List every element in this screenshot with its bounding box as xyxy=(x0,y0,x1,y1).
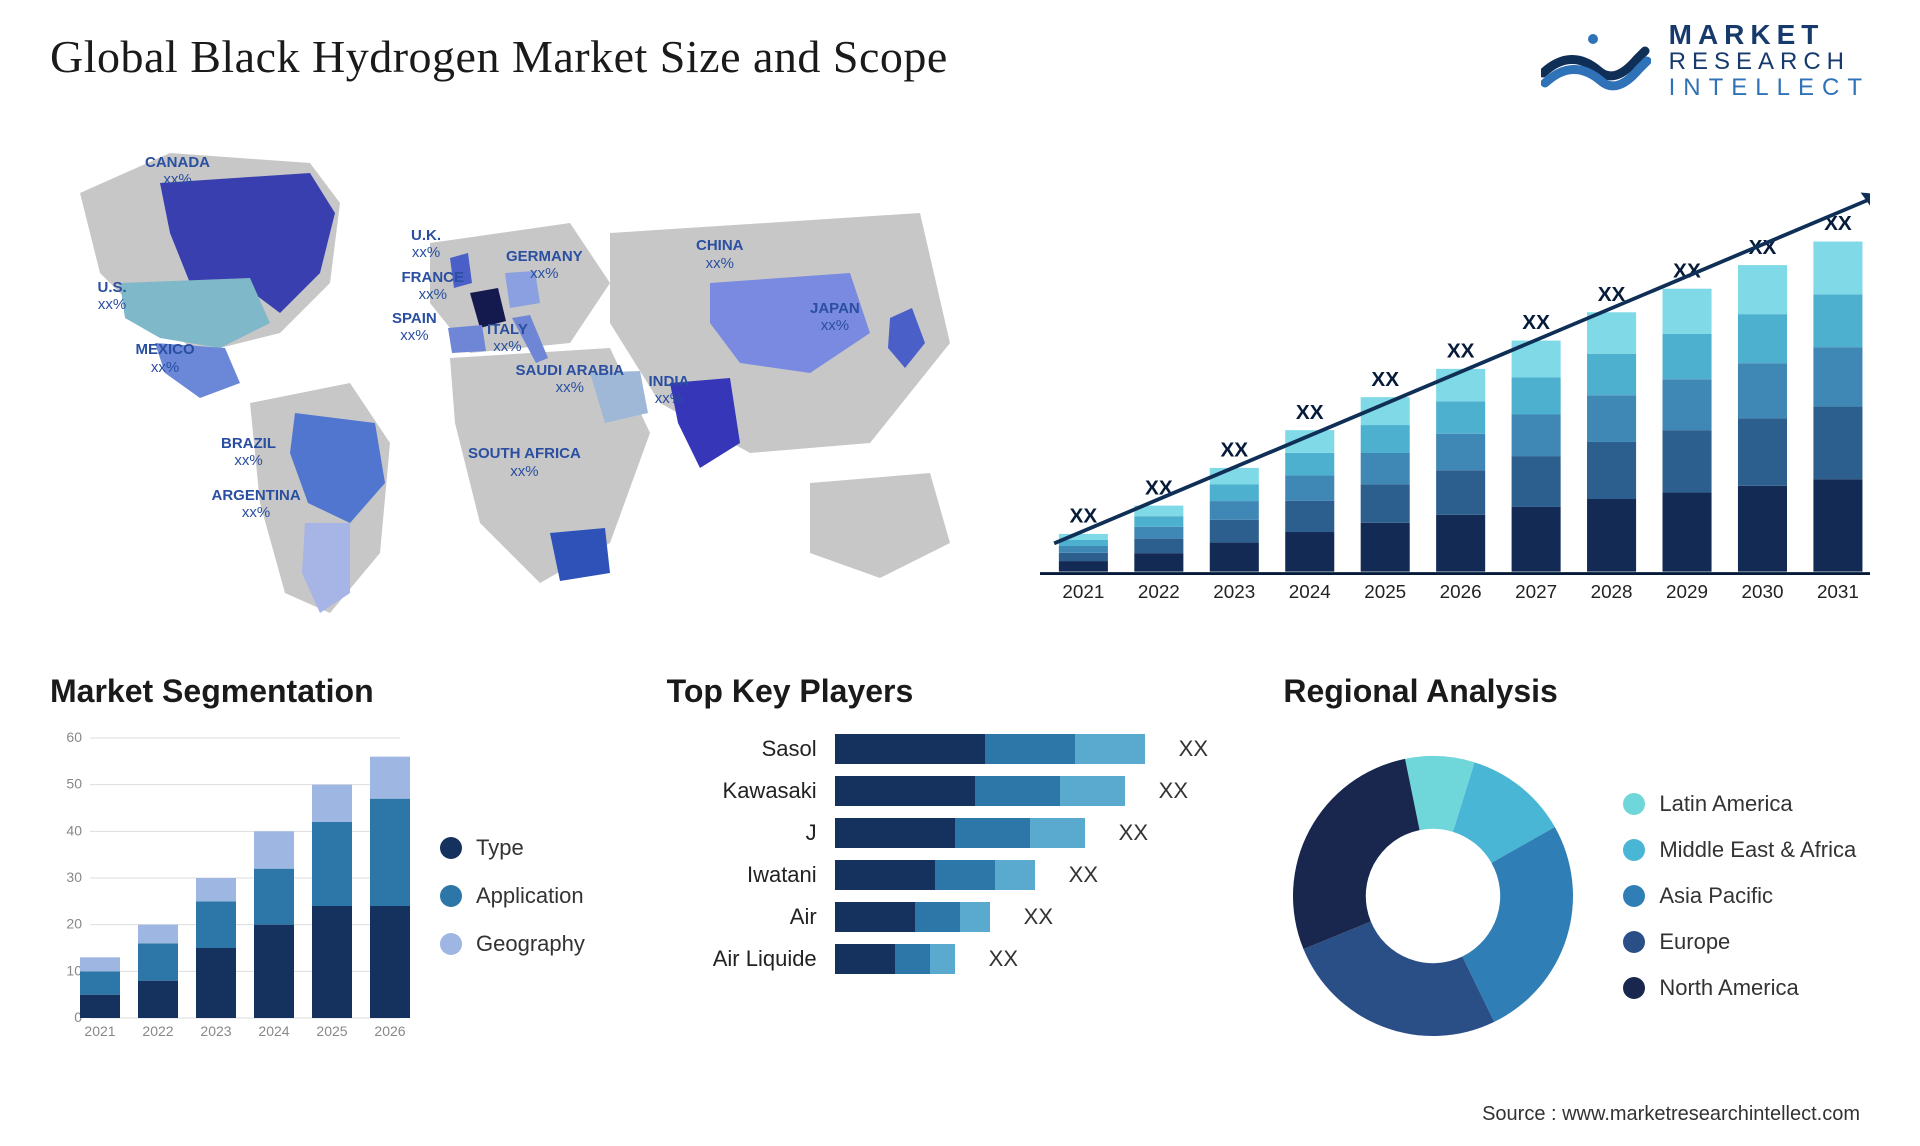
svg-text:2026: 2026 xyxy=(374,1023,405,1039)
svg-text:10: 10 xyxy=(66,962,82,978)
tkp-row: Sasol XX xyxy=(667,734,1254,764)
seg-legend-item: Application xyxy=(440,883,585,909)
tkp-value: XX xyxy=(1069,862,1098,888)
segmentation-legend: Type Application Geography xyxy=(440,728,585,1063)
brand-logo: MARKET RESEARCH INTELLECT xyxy=(1541,20,1870,100)
svg-text:XX: XX xyxy=(1220,439,1248,462)
tkp-row: Air XX xyxy=(667,902,1254,932)
tkp-name: Kawasaki xyxy=(667,778,817,804)
tkp-name: Iwatani xyxy=(667,862,817,888)
svg-text:XX: XX xyxy=(1070,505,1098,528)
map-label-germany: GERMANYxx% xyxy=(506,248,583,283)
ra-legend-item: Europe xyxy=(1623,929,1856,955)
growth-chart-panel: XX2021XX2022XX2023XX2024XX2025XX2026XX20… xyxy=(1040,123,1870,643)
ra-legend-item: Asia Pacific xyxy=(1623,883,1856,909)
tkp-heading: Top Key Players xyxy=(667,673,1254,710)
seg-legend-item: Geography xyxy=(440,931,585,957)
svg-text:2022: 2022 xyxy=(1138,581,1180,602)
svg-text:XX: XX xyxy=(1371,368,1399,391)
tkp-bar xyxy=(835,944,955,974)
svg-text:2024: 2024 xyxy=(1289,581,1331,602)
map-label-india: INDIAxx% xyxy=(649,373,690,408)
svg-text:2029: 2029 xyxy=(1666,581,1708,602)
tkp-value: XX xyxy=(989,946,1018,972)
tkp-name: Air Liquide xyxy=(667,946,817,972)
map-label-u-s-: U.S.xx% xyxy=(98,279,127,314)
tkp-bar xyxy=(835,818,1085,848)
map-label-u-k-: U.K.xx% xyxy=(411,227,441,262)
tkp-row: Iwatani XX xyxy=(667,860,1254,890)
svg-text:2026: 2026 xyxy=(1440,581,1482,602)
svg-text:XX: XX xyxy=(1447,340,1475,363)
svg-text:20: 20 xyxy=(66,916,82,932)
tkp-value: XX xyxy=(1179,736,1208,762)
segmentation-panel: Market Segmentation 01020304050602021202… xyxy=(50,673,637,1063)
svg-text:2025: 2025 xyxy=(1364,581,1406,602)
logo-text-3: INTELLECT xyxy=(1669,75,1870,100)
svg-text:2023: 2023 xyxy=(200,1023,231,1039)
ra-legend-item: Middle East & Africa xyxy=(1623,837,1856,863)
regional-legend: Latin America Middle East & Africa Asia Pa… xyxy=(1623,791,1856,1001)
map-label-brazil: BRAZILxx% xyxy=(221,435,276,470)
svg-text:30: 30 xyxy=(66,869,82,885)
svg-text:2028: 2028 xyxy=(1591,581,1633,602)
seg-legend-item: Type xyxy=(440,835,585,861)
segmentation-bar-chart: 0102030405060202120222023202420252026 xyxy=(50,728,410,1048)
tkp-row: Kawasaki XX xyxy=(667,776,1254,806)
map-label-china: CHINAxx% xyxy=(696,237,744,272)
tkp-row: Air Liquide XX xyxy=(667,944,1254,974)
tkp-row: J XX xyxy=(667,818,1254,848)
svg-text:40: 40 xyxy=(66,822,82,838)
tkp-bar xyxy=(835,860,1035,890)
map-label-saudi-arabia: SAUDI ARABIAxx% xyxy=(516,362,625,397)
tkp-chart: SasolXXKawasakiXXJXXIwataniXXAirXXAir Li… xyxy=(667,728,1254,974)
tkp-bar xyxy=(835,776,1125,806)
map-label-canada: CANADAxx% xyxy=(145,154,210,189)
regional-donut-chart xyxy=(1283,746,1583,1046)
svg-text:2031: 2031 xyxy=(1817,581,1859,602)
svg-text:2030: 2030 xyxy=(1741,581,1783,602)
svg-text:2024: 2024 xyxy=(258,1023,289,1039)
ra-legend-item: North America xyxy=(1623,975,1856,1001)
svg-text:2023: 2023 xyxy=(1213,581,1255,602)
ra-heading: Regional Analysis xyxy=(1283,673,1870,710)
map-label-south-africa: SOUTH AFRICAxx% xyxy=(468,445,581,480)
svg-text:2021: 2021 xyxy=(84,1023,115,1039)
svg-text:2021: 2021 xyxy=(1062,581,1104,602)
tkp-value: XX xyxy=(1119,820,1148,846)
tkp-value: XX xyxy=(1159,778,1188,804)
logo-swoosh-icon xyxy=(1541,25,1651,95)
map-label-japan: JAPANxx% xyxy=(810,300,860,335)
tkp-name: Sasol xyxy=(667,736,817,762)
svg-text:50: 50 xyxy=(66,776,82,792)
svg-text:60: 60 xyxy=(66,729,82,745)
tkp-name: Air xyxy=(667,904,817,930)
source-attribution: Source : www.marketresearchintellect.com xyxy=(1482,1103,1860,1126)
map-label-france: FRANCExx% xyxy=(402,269,465,304)
map-label-italy: ITALYxx% xyxy=(487,321,528,356)
svg-text:XX: XX xyxy=(1522,311,1550,334)
map-label-spain: SPAINxx% xyxy=(392,310,437,345)
svg-text:2025: 2025 xyxy=(316,1023,347,1039)
ra-legend-item: Latin America xyxy=(1623,791,1856,817)
regional-analysis-panel: Regional Analysis Latin America Middle Ea… xyxy=(1283,673,1870,1063)
logo-text-1: MARKET xyxy=(1669,20,1870,49)
svg-text:2022: 2022 xyxy=(142,1023,173,1039)
growth-bar-chart: XX2021XX2022XX2023XX2024XX2025XX2026XX20… xyxy=(1040,123,1870,643)
tkp-name: J xyxy=(667,820,817,846)
map-label-argentina: ARGENTINAxx% xyxy=(212,487,301,522)
svg-text:2027: 2027 xyxy=(1515,581,1557,602)
svg-text:XX: XX xyxy=(1296,401,1324,424)
top-key-players-panel: Top Key Players SasolXXKawasakiXXJXXIwat… xyxy=(667,673,1254,1063)
tkp-bar xyxy=(835,734,1145,764)
tkp-bar xyxy=(835,902,990,932)
logo-text-2: RESEARCH xyxy=(1669,49,1870,74)
segmentation-heading: Market Segmentation xyxy=(50,673,637,710)
tkp-value: XX xyxy=(1024,904,1053,930)
world-map-panel: CANADAxx% U.S.xx% MEXICOxx% BRAZILxx% ARGENT… xyxy=(50,123,1000,643)
map-label-mexico: MEXICOxx% xyxy=(136,341,195,376)
